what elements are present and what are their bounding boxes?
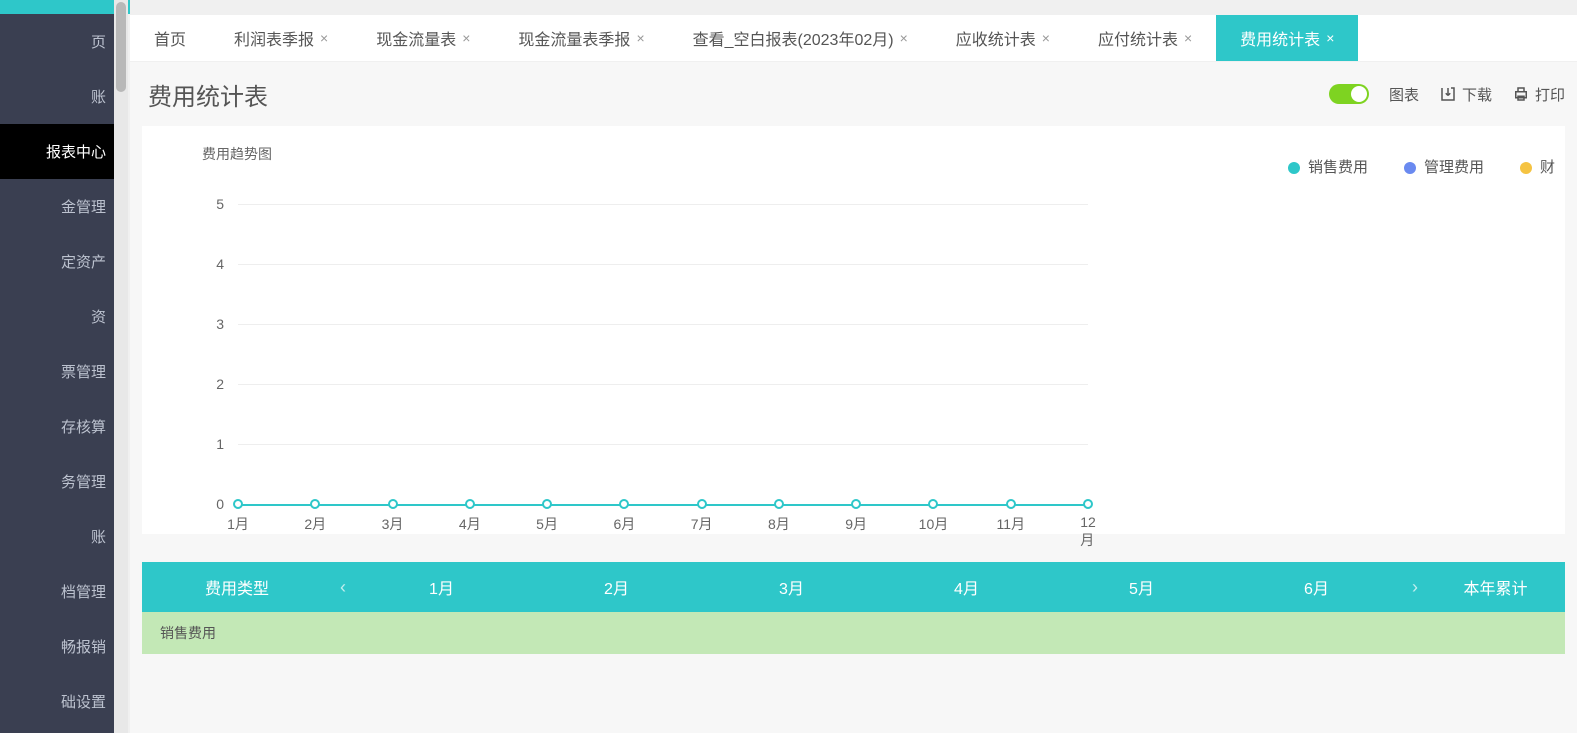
sidebar-item[interactable]: 票管理 [0,344,114,399]
sidebar: 页账报表中心金管理定资产资票管理存核算务管理账档管理畅报销础设置 [0,14,114,733]
close-icon[interactable]: × [636,30,644,46]
table-header-row: 费用类型‹1月2月3月4月5月6月›本年累计 [142,562,1565,612]
sidebar-item[interactable]: 畅报销 [0,619,114,674]
legend-label: 财 [1540,159,1555,176]
tab[interactable]: 现金流量表季报× [494,15,668,61]
table-header-month: 4月 [879,575,1054,599]
tab[interactable]: 现金流量表× [352,15,494,61]
y-axis-label: 5 [216,196,238,212]
y-axis-label: 2 [216,376,238,392]
tab[interactable]: 应付统计表× [1074,15,1216,61]
download-label: 下载 [1462,84,1492,105]
brand-stripe [0,0,130,14]
x-axis-label: 9月 [845,504,867,534]
gridline [238,444,1088,445]
print-label: 打印 [1535,84,1565,105]
x-axis-label: 5月 [536,504,558,534]
tab-bar: 首页利润表季报×现金流量表×现金流量表季报×查看_空白报表(2023年02月)×… [130,15,1577,61]
sidebar-item[interactable]: 账 [0,69,114,124]
tab[interactable]: 应收统计表× [932,15,1074,61]
close-icon[interactable]: × [1042,30,1050,46]
close-icon[interactable]: × [462,30,470,46]
download-icon [1439,85,1457,103]
x-axis-label: 12月 [1080,504,1096,550]
table-header-month: 5月 [1054,575,1229,599]
legend-item[interactable]: 财 [1520,156,1555,177]
close-icon[interactable]: × [1184,30,1192,46]
data-table: 费用类型‹1月2月3月4月5月6月›本年累计 销售费用 [142,562,1565,654]
table-header-month: 3月 [704,575,879,599]
sidebar-item[interactable]: 务管理 [0,454,114,509]
tab[interactable]: 查看_空白报表(2023年02月)× [669,15,932,61]
sidebar-item[interactable]: 存核算 [0,399,114,454]
y-axis-label: 3 [216,316,238,332]
sidebar-scrollbar[interactable] [114,0,128,733]
prev-months-button[interactable]: ‹ [332,577,354,598]
table-header-type: 费用类型 [142,575,332,599]
table-header-total: 本年累计 [1426,575,1565,599]
table-header-month: 6月 [1229,575,1404,599]
chart-toggle-label: 图表 [1389,84,1419,105]
chart-plot: 0123451月2月3月4月5月6月7月8月9月10月11月12月 [238,204,1088,504]
x-axis-label: 7月 [691,504,713,534]
table-row[interactable]: 销售费用 [142,612,1565,654]
print-icon [1512,85,1530,103]
close-icon[interactable]: × [320,30,328,46]
page-title: 费用统计表 [148,77,268,112]
legend-dot [1288,162,1300,174]
sidebar-item[interactable]: 金管理 [0,179,114,234]
x-axis-label: 11月 [996,504,1025,534]
legend-label: 管理费用 [1424,159,1484,176]
page-actions: 图表 下载 打印 [1329,84,1565,105]
y-axis-label: 1 [216,436,238,452]
download-button[interactable]: 下载 [1439,84,1492,105]
gridline [238,264,1088,265]
x-axis-label: 4月 [459,504,481,534]
sidebar-item[interactable]: 础设置 [0,674,114,729]
page-header: 费用统计表 图表 下载 打印 [142,62,1565,126]
tab[interactable]: 利润表季报× [210,15,352,61]
legend-dot [1404,162,1416,174]
scrollbar-thumb[interactable] [116,2,126,92]
legend-item[interactable]: 销售费用 [1288,156,1368,177]
gridline [238,204,1088,205]
sidebar-item[interactable]: 资 [0,289,114,344]
x-axis-label: 6月 [613,504,635,534]
chart-legend: 销售费用 管理费用 财 [1288,156,1555,177]
tab[interactable]: 费用统计表× [1216,15,1358,61]
table-header-month: 1月 [354,575,529,599]
sidebar-item[interactable]: 账 [0,509,114,564]
x-axis-label: 1月 [227,504,249,534]
sidebar-item[interactable]: 定资产 [0,234,114,289]
x-axis-label: 2月 [304,504,326,534]
close-icon[interactable]: × [900,30,908,46]
chart-card: 费用趋势图 销售费用管理费用财 0123451月2月3月4月5月6月7月8月9月… [142,126,1565,534]
tab[interactable]: 首页 [130,15,210,61]
sidebar-item[interactable]: 档管理 [0,564,114,619]
table-header-month: 2月 [529,575,704,599]
expense-type-cell: 销售费用 [142,623,332,643]
close-icon[interactable]: × [1326,30,1334,46]
legend-dot [1520,162,1532,174]
gridline [238,384,1088,385]
sidebar-item[interactable]: 报表中心 [0,124,114,179]
next-months-button[interactable]: › [1404,577,1426,598]
gridline [238,324,1088,325]
x-axis-label: 8月 [768,504,790,534]
y-axis-label: 4 [216,256,238,272]
print-button[interactable]: 打印 [1512,84,1565,105]
legend-item[interactable]: 管理费用 [1404,156,1484,177]
sidebar-item[interactable]: 页 [0,14,114,69]
x-axis-label: 10月 [919,504,949,534]
chart-toggle[interactable] [1329,84,1369,104]
series-line [238,504,1088,506]
x-axis-label: 3月 [382,504,404,534]
legend-label: 销售费用 [1308,159,1368,176]
content-area: 费用统计表 图表 下载 打印 费用趋势图 销售费用管理费用财 0123451月2… [130,62,1577,733]
